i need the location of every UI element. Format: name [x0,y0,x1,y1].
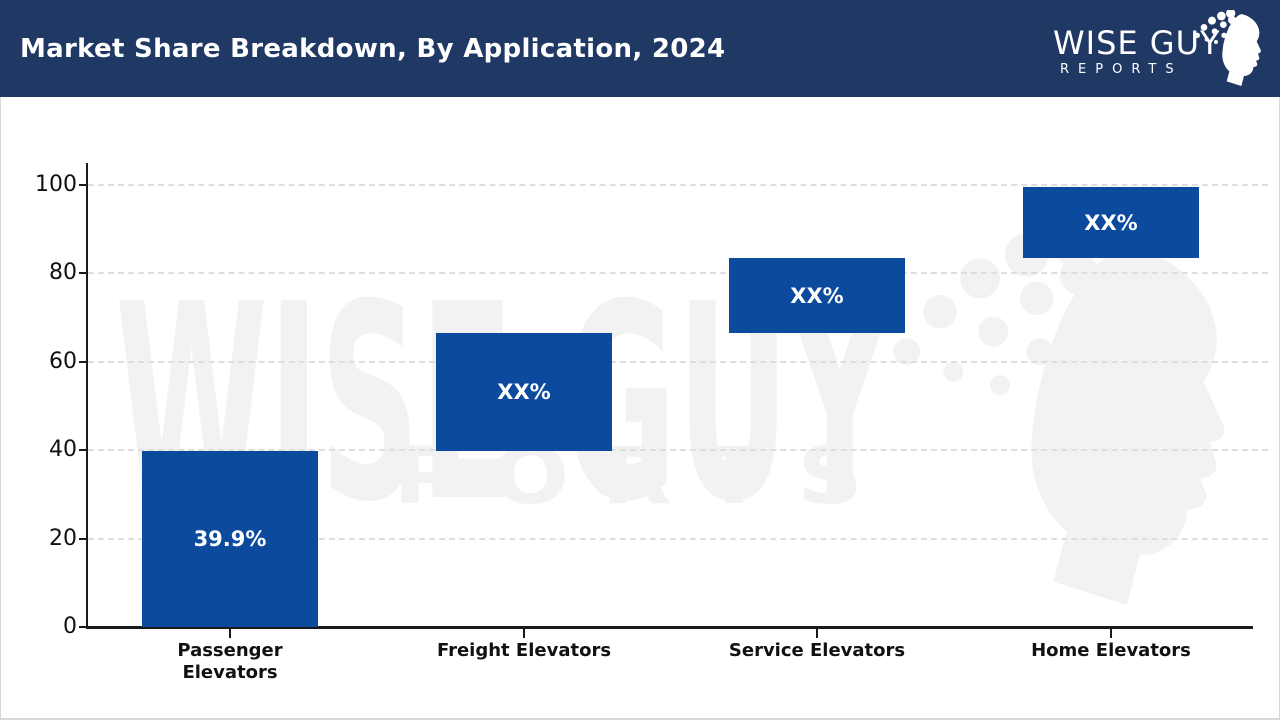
y-tick-80 [79,272,88,275]
bar-service-elevators [729,258,905,333]
bar-value-label: XX% [497,379,551,404]
bar-freight-elevators [436,332,612,451]
logo-head-icon [1192,8,1272,92]
y-tick-label-60: 60 [49,348,77,374]
gridline-20 [88,537,1268,540]
x-category-label: Passenger Elevators [177,640,283,683]
y-tick-20 [79,537,88,540]
y-tick-label-40: 40 [49,437,77,463]
y-tick-60 [79,360,88,363]
bar-home-elevators [1023,187,1199,259]
x-tick-0 [229,629,231,638]
y-axis [86,163,88,629]
x-category-label: Service Elevators [728,640,906,661]
header-bar: Market Share Breakdown, By Application, … [0,0,1280,97]
y-tick-label-0: 0 [63,614,77,639]
y-tick-40 [79,449,88,452]
x-tick-3 [1110,629,1112,638]
y-tick-0 [79,626,88,628]
bar-value-label: 39.9% [193,526,267,551]
gridline-100 [88,184,1268,186]
gridline-60 [88,360,1268,363]
x-tick-2 [816,629,818,638]
y-tick-label-100: 100 [35,172,77,197]
x-category-label: Home Elevators [1031,640,1191,661]
gridline-80 [88,272,1268,275]
x-category-label: Freight Elevators [436,640,612,661]
y-tick-100 [79,184,88,186]
x-axis [86,626,1253,629]
logo-wiseguy-text: WISE GUY [1053,24,1221,62]
bar-value-label: XX% [790,283,844,308]
wise-guy-logo: WISE GUY REPORTS [1018,0,1268,97]
bar-passenger-elevators [142,450,318,627]
logo-reports-text: REPORTS [1060,62,1183,77]
gridline-40 [88,449,1268,452]
y-tick-label-80: 80 [49,260,77,286]
bar-value-label: XX% [1084,210,1138,235]
x-tick-1 [523,629,525,638]
chart-title: Market Share Breakdown, By Application, … [20,33,726,64]
y-tick-label-20: 20 [49,525,77,551]
